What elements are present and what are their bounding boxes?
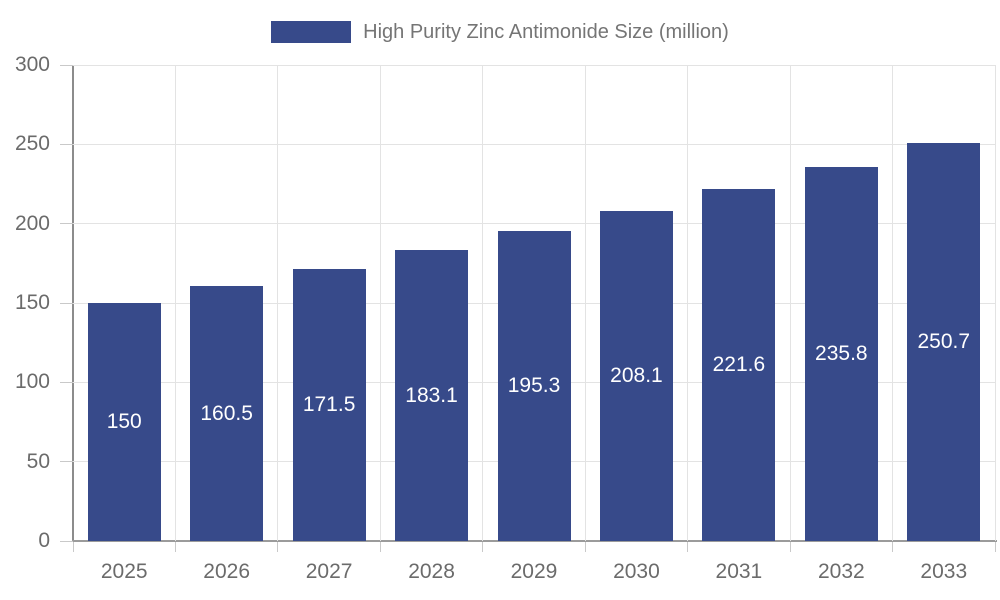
x-axis-tick — [379, 542, 381, 552]
x-axis-category-label: 2030 — [613, 560, 660, 583]
bar-2027: 171.5 — [292, 268, 366, 541]
y-axis-tick-label: 0 — [38, 529, 50, 552]
x-axis-tick — [72, 542, 74, 552]
legend-swatch — [271, 21, 352, 43]
x-axis-tick — [892, 542, 894, 552]
y-axis-tick-label: 200 — [14, 211, 50, 235]
bar-2032: 235.8 — [804, 166, 878, 541]
y-axis-tick-label: 50 — [26, 449, 50, 473]
y-gridline — [73, 143, 995, 145]
x-gridline — [994, 65, 996, 541]
x-gridline — [687, 65, 689, 541]
x-axis-category-label: 2031 — [715, 560, 763, 583]
bar-value-label: 160.5 — [200, 401, 253, 425]
bar-value-label: 171.5 — [302, 392, 356, 416]
bar-value-label: 208.1 — [610, 363, 663, 387]
y-axis-tick-label: 150 — [14, 291, 50, 314]
bar-2025: 150 — [87, 303, 161, 541]
bar-value-label: 250.7 — [917, 330, 971, 354]
x-gridline — [584, 65, 586, 541]
y-gridline — [73, 223, 995, 225]
x-gridline — [277, 65, 279, 541]
x-axis-tick — [687, 542, 689, 552]
bar-2028: 183.1 — [395, 250, 469, 541]
x-axis-tick — [789, 542, 791, 552]
bar-value-label: 183.1 — [405, 383, 458, 407]
y-axis-tick-label: 250 — [14, 132, 50, 156]
x-gridline — [789, 65, 791, 541]
bar-value-label: 221.6 — [712, 353, 766, 377]
bar-2026: 160.5 — [190, 286, 264, 541]
y-gridline — [73, 64, 995, 66]
x-axis-category-label: 2025 — [100, 560, 148, 583]
y-axis-tick — [60, 64, 73, 66]
x-axis-category-label: 2027 — [305, 560, 353, 583]
x-axis-tick — [584, 542, 586, 552]
y-axis-tick — [60, 223, 73, 225]
y-axis-tick-label: 100 — [14, 370, 50, 394]
x-axis-category-label: 2029 — [510, 560, 558, 583]
x-axis-category-label: 2032 — [817, 560, 865, 583]
legend-label: High Purity Zinc Antimonide Size (millio… — [363, 21, 729, 43]
bar-value-label: 150 — [106, 410, 142, 433]
y-axis-line — [72, 65, 74, 542]
x-axis-tick — [994, 542, 996, 552]
x-gridline — [482, 65, 484, 541]
y-axis-tick — [60, 540, 73, 542]
x-gridline — [892, 65, 894, 541]
bar-2030: 208.1 — [599, 210, 673, 541]
plot-area: 150 160.5 171.5 183.1 195.3 208.1 221.6 235.8 25… — [60, 64, 996, 552]
bar-2029: 195.3 — [497, 231, 571, 541]
bar-2031: 221.6 — [702, 189, 776, 541]
x-gridline — [379, 65, 381, 541]
y-axis-tick — [60, 302, 73, 304]
x-axis-category-label: 2026 — [203, 560, 251, 583]
y-axis-tick — [60, 143, 73, 145]
bar-2033: 250.7 — [907, 143, 981, 541]
bar-value-label: 195.3 — [507, 374, 561, 398]
x-axis-tick — [482, 542, 484, 552]
y-axis-tick — [60, 461, 73, 463]
y-axis-tick — [60, 381, 73, 383]
bar-value-label: 235.8 — [815, 341, 868, 365]
x-axis-category-label: 2028 — [408, 560, 455, 583]
x-axis-tick — [174, 542, 176, 552]
x-axis-category-label: 2033 — [920, 560, 968, 583]
x-axis-line — [72, 540, 997, 542]
y-axis-tick-label: 300 — [14, 53, 50, 76]
x-axis-tick — [277, 542, 279, 552]
legend-item[interactable]: High Purity Zinc Antimonide Size (millio… — [0, 20, 1000, 44]
x-gridline — [174, 65, 176, 541]
